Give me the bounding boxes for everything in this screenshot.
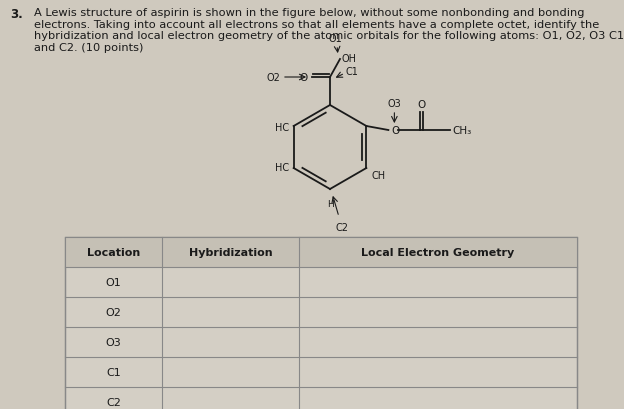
Text: C2: C2	[336, 222, 348, 232]
Text: CH₃: CH₃	[452, 126, 472, 136]
Text: Location: Location	[87, 247, 140, 257]
Text: O3: O3	[105, 337, 121, 347]
Text: O2: O2	[105, 307, 121, 317]
Text: O: O	[300, 73, 308, 83]
Text: C1: C1	[346, 67, 359, 77]
Text: O: O	[391, 126, 399, 136]
Text: H: H	[326, 200, 333, 209]
Text: O1: O1	[105, 277, 121, 287]
Text: O1: O1	[328, 34, 342, 44]
Text: 3.: 3.	[10, 8, 22, 21]
Text: O: O	[417, 100, 426, 110]
Text: Local Electron Geometry: Local Electron Geometry	[361, 247, 514, 257]
Text: Hybridization: Hybridization	[188, 247, 272, 257]
Text: O3: O3	[388, 99, 401, 109]
Text: C1: C1	[106, 367, 120, 377]
Text: O2: O2	[266, 73, 280, 83]
Text: CH: CH	[371, 171, 386, 180]
Text: C2: C2	[106, 397, 121, 407]
Text: HC: HC	[275, 163, 289, 173]
Text: HC: HC	[275, 123, 289, 133]
Bar	[65, 237, 577, 409]
Text: A Lewis structure of aspirin is shown in the figure below, without some nonbondi: A Lewis structure of aspirin is shown in…	[34, 8, 624, 53]
Bar	[65, 237, 577, 267]
Text: OH: OH	[342, 54, 357, 64]
